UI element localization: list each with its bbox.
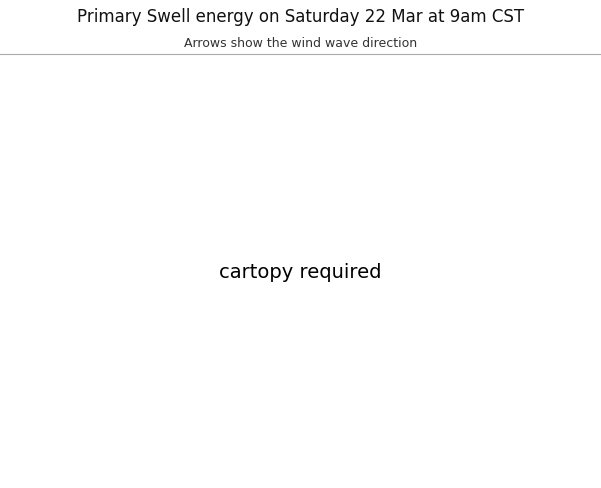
Text: cartopy required: cartopy required (219, 263, 382, 282)
Text: Arrows show the wind wave direction: Arrows show the wind wave direction (184, 37, 417, 50)
Text: Primary Swell energy on Saturday 22 Mar at 9am CST: Primary Swell energy on Saturday 22 Mar … (77, 8, 524, 26)
